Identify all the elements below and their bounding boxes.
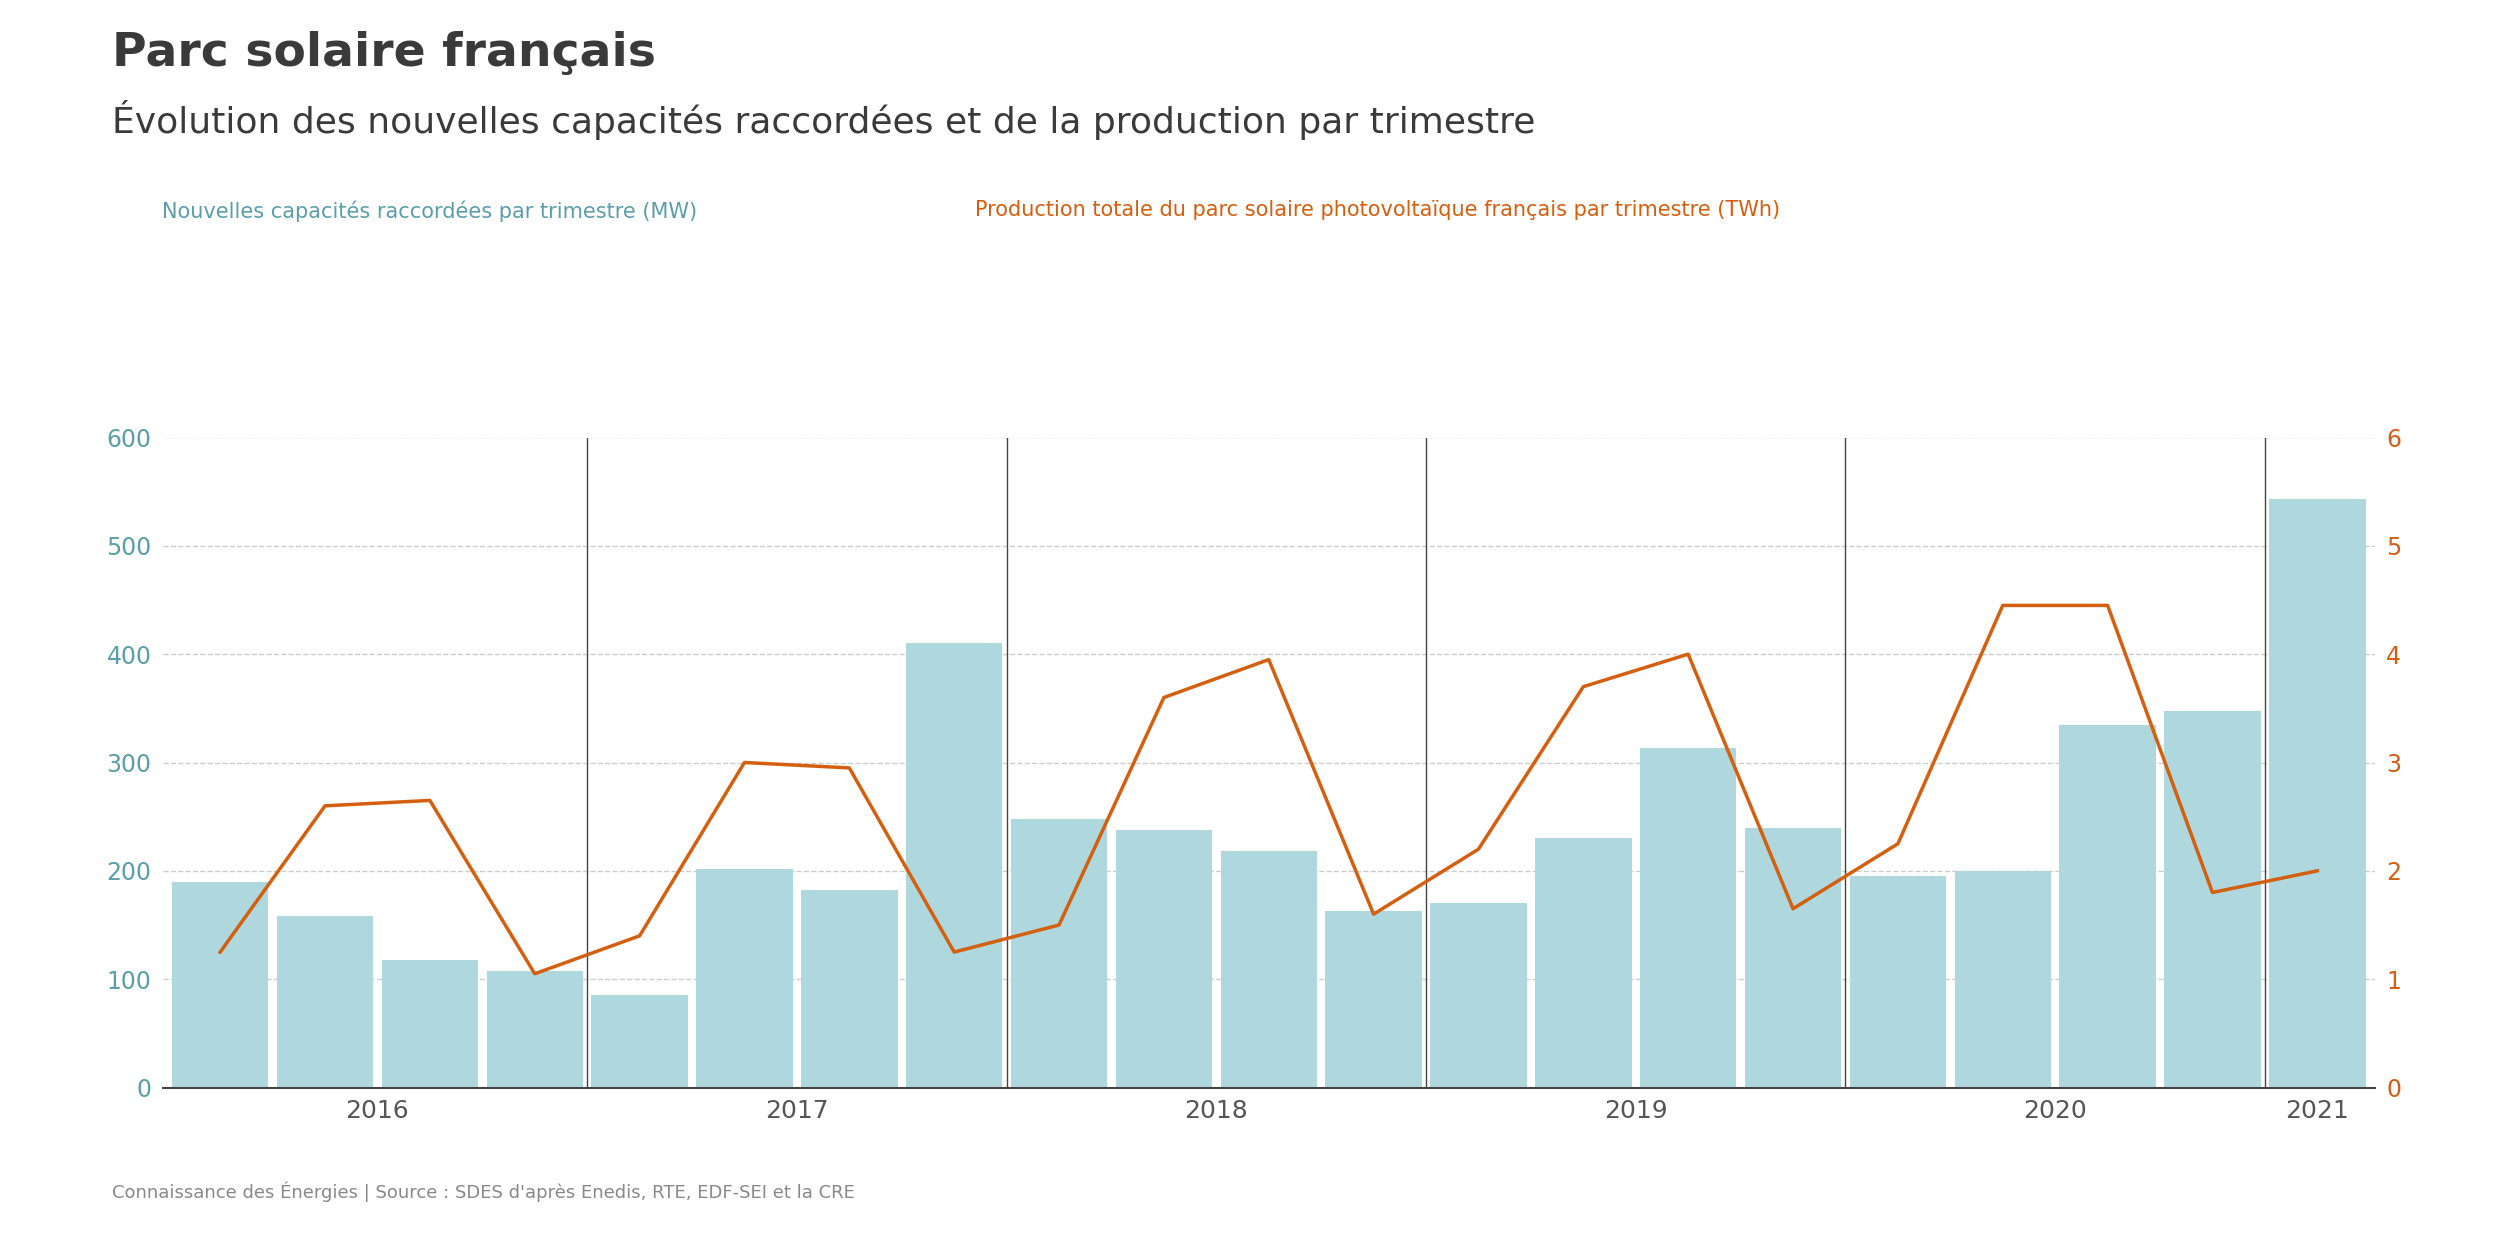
Bar bbox=[1640, 749, 1737, 1088]
Text: Connaissance des Énergies | Source : SDES d'après Enedis, RTE, EDF-SEI et la CRE: Connaissance des Énergies | Source : SDE… bbox=[112, 1182, 855, 1202]
Bar bbox=[488, 970, 582, 1088]
Bar bbox=[695, 869, 792, 1088]
Bar bbox=[592, 995, 688, 1088]
Text: Parc solaire français: Parc solaire français bbox=[112, 31, 658, 76]
Bar bbox=[1220, 851, 1318, 1088]
Bar bbox=[173, 881, 268, 1088]
Bar bbox=[905, 644, 1003, 1088]
Bar bbox=[1745, 828, 1842, 1088]
Bar bbox=[2270, 499, 2365, 1088]
Bar bbox=[1535, 839, 1632, 1088]
Bar bbox=[1325, 911, 1422, 1088]
Bar bbox=[382, 960, 478, 1088]
Bar bbox=[1115, 830, 1212, 1088]
Bar bbox=[1430, 904, 1527, 1088]
Bar bbox=[2060, 725, 2155, 1088]
Bar bbox=[1955, 871, 2050, 1088]
Text: Production totale du parc solaire photovoltaïque français par trimestre (TWh): Production totale du parc solaire photov… bbox=[975, 200, 1780, 220]
Bar bbox=[1850, 876, 1945, 1088]
Bar bbox=[278, 916, 372, 1088]
Bar bbox=[2165, 710, 2260, 1088]
Text: Évolution des nouvelles capacités raccordées et de la production par trimestre: Évolution des nouvelles capacités raccor… bbox=[112, 100, 1535, 140]
Text: Nouvelles capacités raccordées par trimestre (MW): Nouvelles capacités raccordées par trime… bbox=[162, 200, 698, 221]
Bar bbox=[800, 890, 898, 1088]
Bar bbox=[1010, 819, 1108, 1088]
